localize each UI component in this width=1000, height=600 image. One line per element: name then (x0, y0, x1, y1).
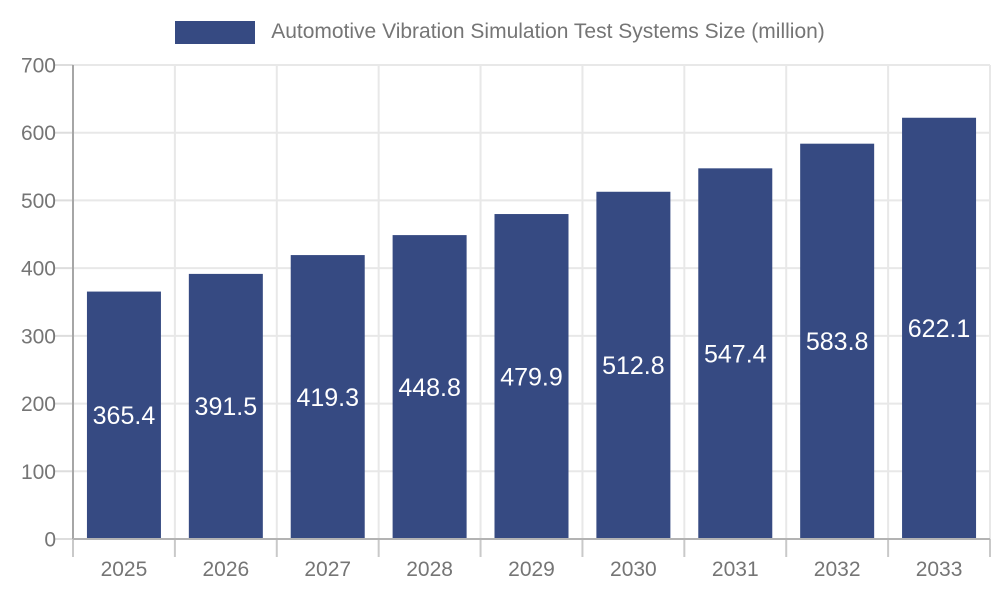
legend-item[interactable]: Automotive Vibration Simulation Test Sys… (0, 17, 1000, 47)
x-tick-label: 2030 (610, 558, 657, 581)
bar-2025 (86, 291, 161, 539)
y-tick-label: 300 (21, 325, 56, 348)
x-tick-label: 2033 (916, 558, 963, 581)
bar-2028 (392, 235, 467, 540)
x-tick-label: 2027 (304, 558, 351, 581)
y-tick-label: 400 (21, 258, 56, 281)
bar-value-label: 391.5 (195, 393, 258, 421)
bar-value-label: 547.4 (704, 340, 767, 368)
legend-label: Automotive Vibration Simulation Test Sys… (271, 20, 825, 43)
bar-value-label: 419.3 (296, 384, 359, 412)
x-tick-label: 2031 (712, 558, 759, 581)
bar-value-label: 365.4 (93, 402, 156, 430)
bar-2027 (290, 255, 365, 539)
bar-2029 (494, 214, 569, 540)
bar-2032 (800, 143, 875, 539)
y-tick-label: 100 (21, 461, 56, 484)
bar-2033 (902, 117, 977, 540)
bar-2026 (188, 273, 263, 539)
y-tick-label: 500 (21, 190, 56, 213)
bar-2031 (698, 168, 773, 539)
bar-value-label: 512.8 (602, 352, 665, 380)
x-tick-label: 2028 (406, 558, 453, 581)
x-tick-label: 2029 (508, 558, 555, 581)
x-tick-label: 2026 (202, 558, 249, 581)
bar-value-label: 583.8 (806, 328, 869, 356)
y-tick-label: 200 (21, 393, 56, 416)
y-tick-label: 600 (21, 122, 56, 145)
y-tick-label: 0 (44, 529, 56, 552)
bar-value-label: 622.1 (908, 315, 971, 343)
x-tick-label: 2032 (814, 558, 861, 581)
y-tick-label: 700 (21, 55, 56, 78)
bar-2030 (596, 191, 671, 539)
bar-value-label: 479.9 (500, 363, 563, 391)
legend-swatch (175, 20, 256, 44)
x-tick-label: 2025 (101, 558, 148, 581)
bar-value-label: 448.8 (398, 374, 461, 402)
